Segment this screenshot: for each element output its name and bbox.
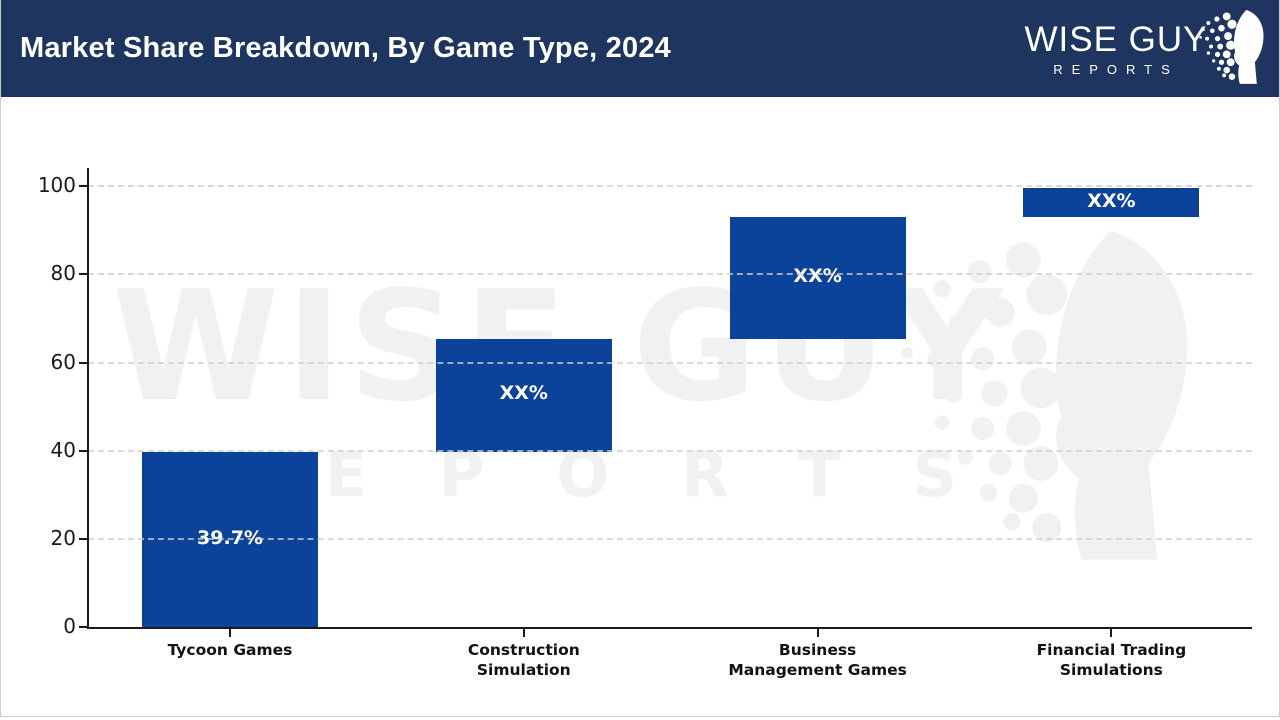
y-axis-tick-label: 0 [63, 614, 76, 638]
x-tick-mark [522, 628, 525, 637]
y-tick-mark [79, 273, 87, 276]
gridline-100 [88, 185, 1252, 188]
y-axis-tick-label: 20 [50, 525, 76, 550]
bar-construction [435, 338, 612, 453]
header: Market Share Breakdown, By Game Type, 20… [0, 0, 1280, 97]
x-tick-mark [1110, 628, 1113, 637]
y-axis-line [87, 168, 89, 629]
bar-business [729, 217, 906, 339]
x-axis-category-label: Financial Trading Simulations [1036, 641, 1187, 679]
bar-financial-trading [1023, 188, 1200, 218]
bar-value-label: 39.7% [197, 526, 263, 549]
x-tick-mark [229, 628, 231, 637]
gridline-80 [88, 273, 1252, 276]
y-tick-mark [79, 361, 87, 364]
watermark-face-icon [878, 222, 1198, 578]
x-axis-category-label: Business Management Games [728, 641, 907, 679]
bar-value-label: XX% [1087, 189, 1136, 212]
y-axis-tick-label: 40 [50, 437, 76, 462]
logo-subtitle: REPORTS [1053, 62, 1179, 77]
x-axis-category-label: Construction Simulation [467, 641, 580, 679]
y-axis-tick-label: 80 [50, 261, 76, 286]
x-axis-line [87, 627, 1252, 629]
wise-guy-logo: WISE GUY REPORTS [1016, 8, 1266, 90]
x-tick-mark [816, 628, 819, 637]
logo-text: WISE GUY REPORTS [1016, 20, 1216, 77]
logo-wordmark: WISE GUY [1024, 20, 1208, 59]
bar-value-label: XX% [499, 382, 548, 405]
x-axis-category-label: Tycoon Games [167, 641, 293, 659]
y-tick-mark [79, 626, 87, 628]
gridline-60 [88, 361, 1252, 364]
y-axis-tick-label: 100 [37, 173, 76, 198]
y-tick-mark [79, 537, 87, 540]
y-tick-mark [79, 449, 87, 452]
face-profile-icon [1194, 8, 1266, 91]
y-tick-mark [79, 185, 87, 188]
bar-value-label: XX% [793, 264, 842, 287]
gridline-20 [88, 537, 1252, 540]
page-title: Market Share Breakdown, By Game Type, 20… [20, 32, 671, 64]
y-axis-tick-label: 60 [50, 349, 76, 374]
gridline-40 [88, 449, 1252, 452]
